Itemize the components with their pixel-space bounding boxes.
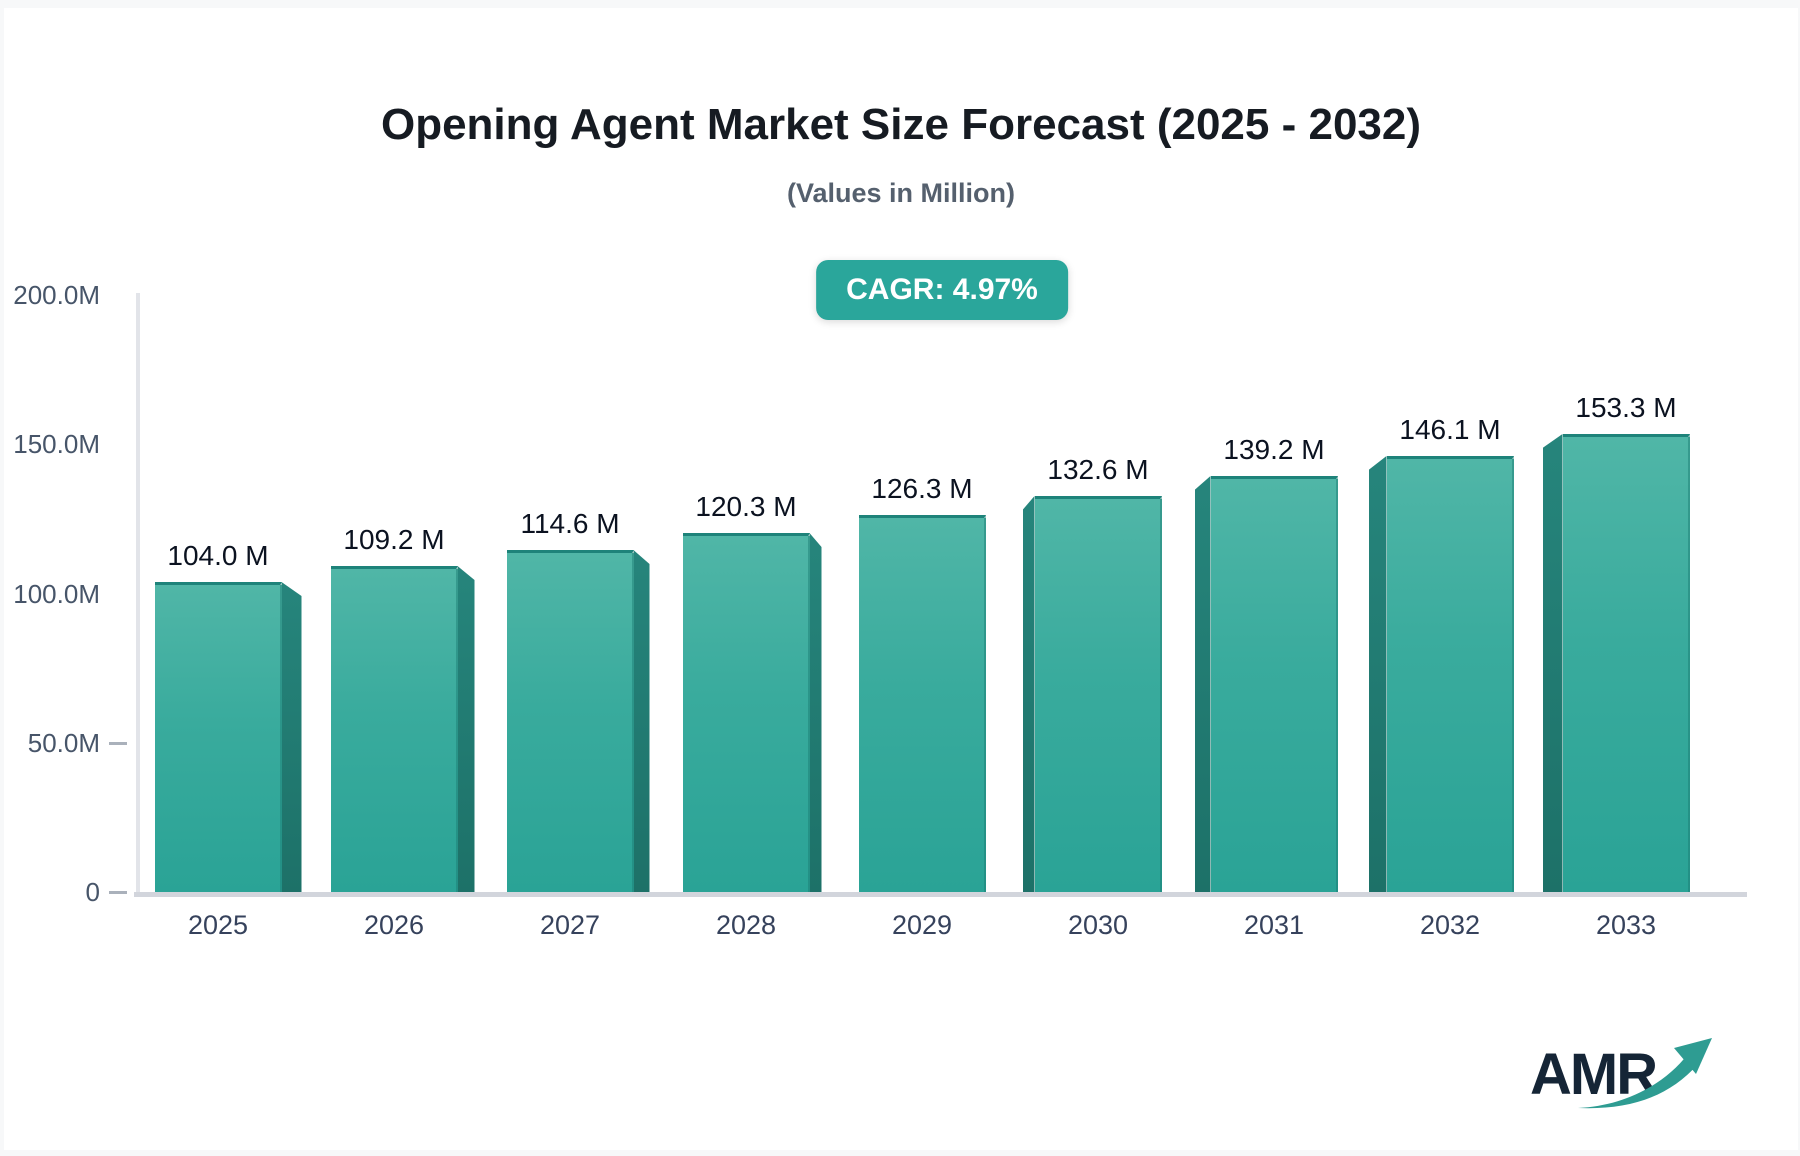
bar-2029 — [858, 515, 986, 892]
bar-value-label-2033: 153.3 M — [1575, 392, 1677, 423]
x-axis-label-2031: 2031 — [1243, 910, 1305, 940]
bar-side-face-2032 — [1368, 456, 1387, 892]
bar-side-face-2025 — [281, 582, 302, 892]
bar-value-label-2025: 104.0 M — [167, 540, 269, 571]
y-axis-tick-label: 200.0M — [13, 280, 100, 310]
x-axis-label-2026: 2026 — [363, 910, 425, 940]
chart-card: Opening Agent Market Size Forecast (2025… — [4, 8, 1798, 1150]
y-axis-tick-label: 50.0M — [27, 727, 100, 758]
bar-side-face-2027 — [633, 550, 650, 892]
bar-2033 — [1562, 434, 1690, 892]
chart-subtitle: (Values in Million) — [786, 178, 1016, 208]
y-axis-tick-mark — [109, 891, 127, 894]
bar-value-label-2032: 146.1 M — [1399, 414, 1501, 445]
bar-value-label-2026: 109.2 M — [343, 524, 445, 555]
bar-2028 — [682, 533, 810, 892]
bar-2025 — [154, 582, 282, 892]
bar-side-face-2028 — [809, 533, 822, 892]
x-axis-label-2032: 2032 — [1419, 910, 1481, 940]
bar-2032 — [1386, 456, 1514, 892]
x-axis-baseline — [134, 892, 1747, 897]
bar-2031 — [1210, 476, 1338, 892]
bar-side-face-2026 — [457, 566, 475, 892]
bar-side-face-2033 — [1542, 434, 1563, 892]
y-axis-line — [136, 293, 140, 894]
y-axis-tick-mark — [109, 741, 127, 745]
y-axis-tick-label: 0 — [85, 877, 100, 907]
bar-2026 — [330, 566, 458, 892]
amr-logo: AMR — [1530, 1038, 1712, 1109]
bar-value-label-2030: 132.6 M — [1047, 454, 1149, 485]
y-axis-tick-label: 150.0M — [13, 429, 100, 460]
logo-arrowhead-icon — [1674, 1038, 1712, 1074]
y-axis-tick-label: 100.0M — [13, 578, 100, 609]
bar-value-label-2028: 120.3 M — [695, 491, 797, 522]
x-axis-label-2029: 2029 — [891, 910, 953, 940]
bar-value-label-2031: 139.2 M — [1223, 434, 1325, 465]
chart-title: Opening Agent Market Size Forecast (2025… — [380, 100, 1422, 149]
x-axis-label-2030: 2030 — [1067, 910, 1129, 940]
bar-2027 — [506, 550, 634, 892]
bar-value-label-2027: 114.6 M — [520, 508, 620, 539]
bar-value-label-2029: 126.3 M — [871, 473, 973, 504]
x-axis-label-2027: 2027 — [539, 910, 601, 940]
bar-2030 — [1034, 496, 1162, 892]
bar-side-face-2031 — [1194, 476, 1211, 892]
bar-side-face-2030 — [1022, 496, 1035, 892]
x-axis-label-2025: 2025 — [187, 910, 249, 940]
x-axis-label-2033: 2033 — [1595, 910, 1657, 940]
cagr-badge: CAGR: 4.97% — [816, 260, 1068, 320]
x-axis-label-2028: 2028 — [715, 910, 777, 940]
